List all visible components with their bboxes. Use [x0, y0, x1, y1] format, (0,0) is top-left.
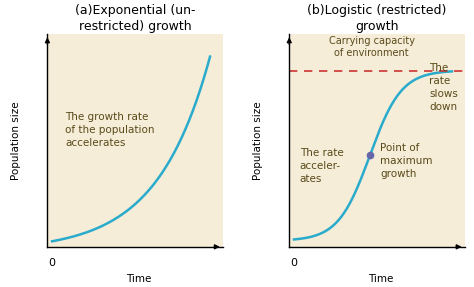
Text: Population size: Population size — [11, 101, 21, 180]
Text: The growth rate
of the population
accelerates: The growth rate of the population accele… — [65, 112, 155, 148]
Text: Time: Time — [368, 274, 393, 284]
Text: The
rate
slows
down: The rate slows down — [429, 63, 458, 112]
Title: (b)Logistic (restricted)
growth: (b)Logistic (restricted) growth — [307, 4, 447, 33]
Title: (a)Exponential (un-
restricted) growth: (a)Exponential (un- restricted) growth — [75, 4, 195, 33]
Text: 0: 0 — [49, 258, 55, 268]
Text: Carrying capacity
of environment: Carrying capacity of environment — [328, 36, 415, 58]
Text: Point of
maximum
growth: Point of maximum growth — [381, 143, 433, 179]
Text: 0: 0 — [291, 258, 298, 268]
Text: The rate
acceler-
ates: The rate acceler- ates — [300, 148, 344, 184]
Text: Time: Time — [126, 274, 151, 284]
Text: Population size: Population size — [253, 101, 263, 180]
